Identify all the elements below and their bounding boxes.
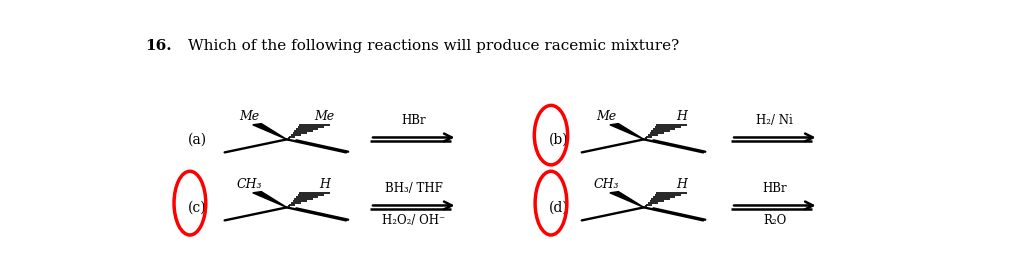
Text: CH₃: CH₃: [237, 178, 262, 191]
Text: H₂O₂/ OH⁻: H₂O₂/ OH⁻: [382, 214, 445, 227]
Text: HBr: HBr: [763, 182, 787, 195]
Text: BH₃/ THF: BH₃/ THF: [385, 182, 442, 195]
Text: Me: Me: [314, 110, 335, 123]
Text: Which of the following reactions will produce racemic mixture?: Which of the following reactions will pr…: [187, 39, 679, 54]
Text: R₂O: R₂O: [763, 214, 786, 227]
Text: HBr: HBr: [401, 114, 426, 127]
Polygon shape: [253, 124, 287, 139]
Text: (d): (d): [549, 200, 568, 214]
Polygon shape: [610, 192, 644, 207]
Text: 16.: 16.: [145, 39, 172, 54]
Text: H: H: [676, 178, 687, 191]
Text: (b): (b): [549, 132, 568, 146]
Text: Me: Me: [239, 110, 259, 123]
Text: (a): (a): [187, 132, 207, 146]
Text: H: H: [319, 178, 330, 191]
Polygon shape: [253, 192, 287, 207]
Text: H: H: [676, 110, 687, 123]
Text: H₂/ Ni: H₂/ Ni: [757, 114, 794, 127]
Text: Me: Me: [596, 110, 616, 123]
Text: CH₃: CH₃: [593, 178, 618, 191]
Polygon shape: [610, 124, 644, 139]
Text: (c): (c): [187, 200, 206, 214]
